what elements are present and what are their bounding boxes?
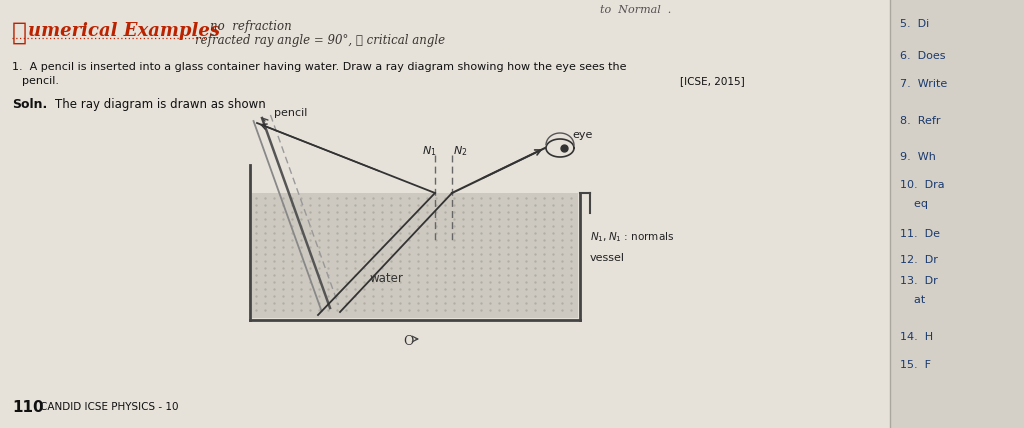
- Text: 8.  Refr: 8. Refr: [900, 116, 940, 125]
- Text: 12.  Dr: 12. Dr: [900, 255, 938, 265]
- Text: CANDID ICSE PHYSICS - 10: CANDID ICSE PHYSICS - 10: [40, 402, 178, 412]
- Text: 11.  De: 11. De: [900, 229, 940, 239]
- Text: Soln.: Soln.: [12, 98, 47, 111]
- Text: 9.  Wh: 9. Wh: [900, 152, 936, 162]
- Text: The ray diagram is drawn as shown: The ray diagram is drawn as shown: [55, 98, 266, 111]
- Text: 14.  H: 14. H: [900, 332, 933, 342]
- Text: no  refraction: no refraction: [210, 20, 292, 33]
- Text: umerical Examples: umerical Examples: [28, 22, 220, 40]
- Bar: [890, 0, 1024, 428]
- Text: refracted ray angle = 90°, ∴ critical angle: refracted ray angle = 90°, ∴ critical an…: [195, 34, 445, 47]
- Text: eq: eq: [900, 199, 928, 209]
- Text: 6.  Does: 6. Does: [900, 51, 945, 61]
- Bar: [252, 193, 578, 318]
- Text: 1.  A pencil is inserted into a glass container having water. Draw a ray diagram: 1. A pencil is inserted into a glass con…: [12, 62, 627, 72]
- Text: pencil: pencil: [274, 108, 307, 118]
- Text: 5.  Di: 5. Di: [900, 19, 929, 29]
- Text: pencil.: pencil.: [22, 76, 59, 86]
- Text: 13.  Dr: 13. Dr: [900, 276, 938, 286]
- Text: 110: 110: [12, 400, 44, 415]
- Text: $N_1$: $N_1$: [422, 144, 436, 158]
- Bar: [0, 0, 890, 428]
- Text: water: water: [370, 271, 403, 285]
- Text: [ICSE, 2015]: [ICSE, 2015]: [680, 76, 744, 86]
- Text: to  Normal  .: to Normal .: [600, 5, 672, 15]
- Text: 7.  Write: 7. Write: [900, 79, 947, 89]
- Text: eye: eye: [572, 130, 592, 140]
- Text: ℱ: ℱ: [12, 22, 27, 45]
- Text: $N_1, N_1$ : normals: $N_1, N_1$ : normals: [590, 230, 674, 244]
- Text: vessel: vessel: [590, 253, 625, 263]
- Text: 15.  F: 15. F: [900, 360, 931, 369]
- Text: 10.  Dra: 10. Dra: [900, 180, 944, 190]
- Text: O: O: [402, 335, 414, 348]
- Text: $N_2$: $N_2$: [453, 144, 468, 158]
- Text: at: at: [900, 295, 926, 305]
